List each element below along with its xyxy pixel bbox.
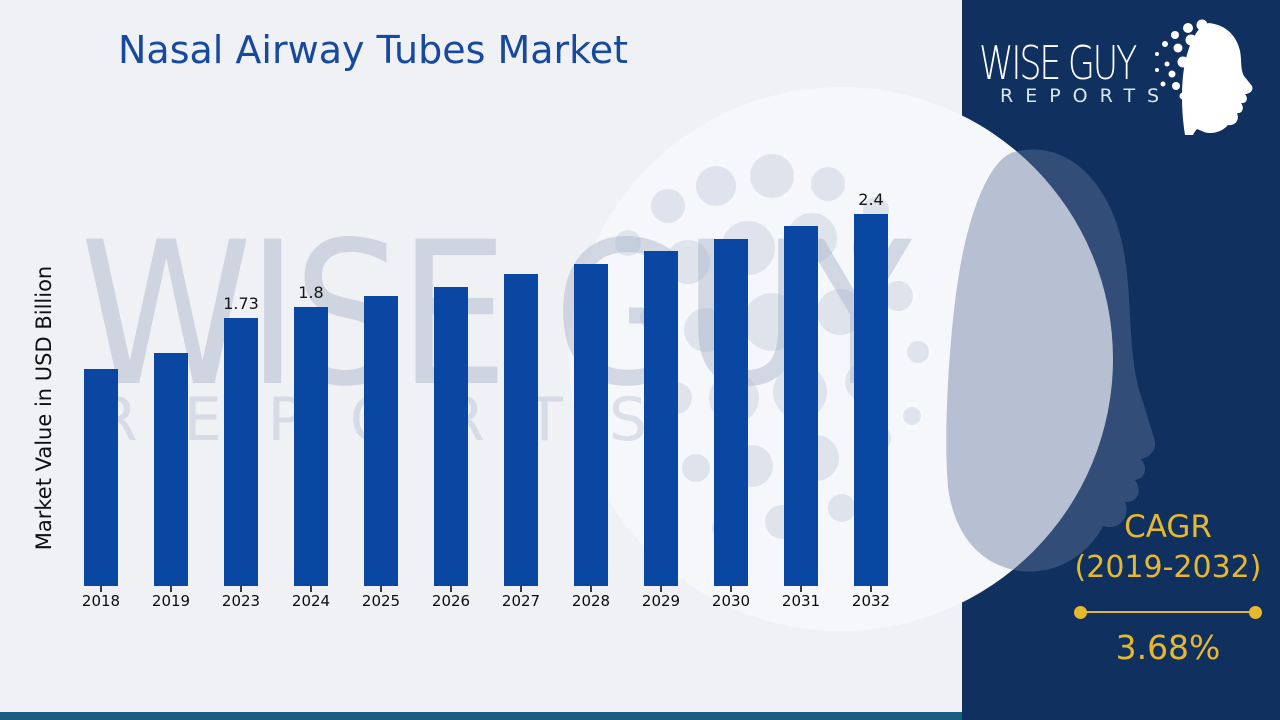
face-silhouette — [946, 149, 1156, 572]
cagr-divider-line — [1074, 606, 1262, 620]
bar — [224, 318, 258, 586]
bar-value-label: 1.73 — [223, 294, 259, 313]
bar — [714, 239, 748, 586]
x-axis-tick — [380, 586, 382, 592]
x-axis-tick — [800, 586, 802, 592]
x-axis-tick — [870, 586, 872, 592]
x-axis-tick — [730, 586, 732, 592]
bar — [854, 214, 888, 586]
x-axis-tick — [590, 586, 592, 592]
cagr-value: 3.68% — [1115, 628, 1221, 668]
bar-value-label: 1.8 — [298, 283, 324, 302]
cagr-label: CAGR — [1124, 509, 1212, 545]
x-axis-tick-label: 2018 — [81, 592, 121, 610]
watermark-text: WISE GUY — [80, 199, 912, 430]
x-axis-tick-label: 2032 — [851, 592, 891, 610]
bar — [574, 264, 608, 586]
x-axis-tick — [520, 586, 522, 592]
x-axis-tick-label: 2031 — [781, 592, 821, 610]
wiseguy-face-icon — [1155, 19, 1253, 135]
x-axis-tick-label: 2027 — [501, 592, 541, 610]
bar — [154, 353, 188, 586]
decorative-circle — [569, 87, 1113, 631]
x-axis-tick-label: 2024 — [291, 592, 331, 610]
x-axis-tick-label: 2025 — [361, 592, 401, 610]
x-axis-tick-label: 2019 — [151, 592, 191, 610]
x-axis-tick-label: 2029 — [641, 592, 681, 610]
x-axis-tick — [240, 586, 242, 592]
x-axis-tick — [100, 586, 102, 592]
line-endpoint-dot — [1074, 606, 1087, 620]
cagr-block: CAGR (2019-2032) 3.68% — [1068, 510, 1268, 666]
x-axis-tick-label: 2030 — [711, 592, 751, 610]
cagr-range: (2019-2032) — [1074, 550, 1262, 586]
x-axis-tick-label: 2028 — [571, 592, 611, 610]
x-axis-tick — [310, 586, 312, 592]
bar — [784, 226, 818, 586]
bar — [504, 274, 538, 586]
bar — [84, 369, 118, 586]
line-endpoint-dot — [1249, 606, 1262, 620]
bar — [294, 307, 328, 586]
bar — [434, 287, 468, 586]
bar — [644, 251, 678, 586]
x-axis-tick-label: 2023 — [221, 592, 261, 610]
bottom-teal-strip — [0, 712, 962, 720]
x-axis-tick — [660, 586, 662, 592]
x-axis-tick — [170, 586, 172, 592]
x-axis-tick-label: 2026 — [431, 592, 471, 610]
bar-value-label: 2.4 — [858, 190, 884, 209]
bar — [364, 296, 398, 586]
logo-brand-text: WISE GUY — [979, 36, 1137, 90]
page-title: Nasal Airway Tubes Market — [118, 28, 629, 72]
x-axis-tick — [450, 586, 452, 592]
logo-sub-text: REPORTS — [1000, 85, 1172, 107]
